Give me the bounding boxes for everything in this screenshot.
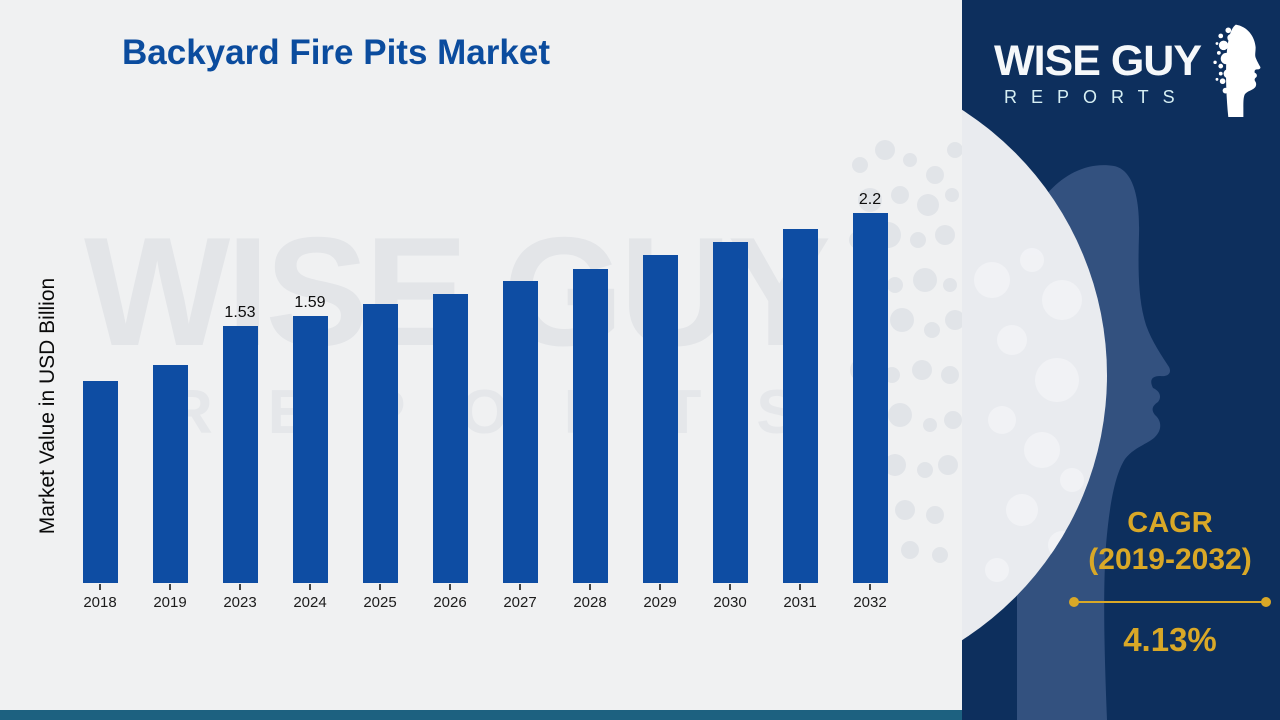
x-axis-tick [449,584,451,590]
y-axis-label: Market Value in USD Billion [36,277,59,535]
logo-wiseguy-text: WISE GUY [994,37,1202,85]
x-axis-tick [869,584,871,590]
x-axis-tick [519,584,521,590]
x-axis-tick [99,584,101,590]
cagr-range: (2019-2032) [1088,543,1252,576]
bar-2028 [572,269,608,583]
brand-panel: WISE GUY REPORTS CAGR (2019-2032) 4.13% [962,0,1280,720]
x-axis-label-2031: 2031 [783,594,817,611]
x-axis-tick [589,584,591,590]
x-axis-label-2026: 2026 [433,594,467,611]
x-axis-tick [169,584,171,590]
cagr-callout: CAGR (2019-2032) 4.13% [1068,505,1272,659]
x-axis-tick [729,584,731,590]
x-axis-label-2023: 2023 [223,594,257,611]
cagr-value: 4.13% [1123,621,1217,658]
x-axis-label-2025: 2025 [363,594,397,611]
logo-reports-text: REPORTS [1004,87,1189,107]
x-axis-tick [239,584,241,590]
bar-2032 [852,213,888,583]
bar-2027 [502,281,538,583]
bar-2018 [82,381,118,583]
x-axis-label-2018: 2018 [83,594,117,611]
bar-value-label-2032: 2.2 [858,191,882,208]
bar-chart: 2018 2019 1.53 2023 1.59 2024 2025 2026 2027 2028… [65,0,905,640]
logo-face-icon [1213,24,1261,118]
bar-2029 [642,255,678,583]
bar-2026 [432,294,468,583]
x-axis-label-2029: 2029 [643,594,677,611]
bar-2031 [782,229,818,583]
bar-2025 [362,304,398,583]
x-axis-tick [309,584,311,590]
bar-2019 [152,365,188,583]
bar-value-label-2024: 1.59 [294,294,326,311]
bar-2024 [292,316,328,583]
x-axis-tick [659,584,661,590]
bar-value-label-2023: 1.53 [224,304,256,321]
x-axis-label-2028: 2028 [573,594,607,611]
bar-2030 [712,242,748,583]
x-axis-tick [379,584,381,590]
x-axis-label-2027: 2027 [503,594,537,611]
wise-guy-reports-logo: WISE GUY REPORTS [962,0,1280,140]
x-axis-tick [799,584,801,590]
x-axis-label-2032: 2032 [853,594,887,611]
watermark-reports-text: REPORTS [168,382,853,444]
footer-strip [0,710,962,720]
x-axis-label-2024: 2024 [293,594,327,611]
x-axis-label-2030: 2030 [713,594,747,611]
x-axis-label-2019: 2019 [153,594,187,611]
cagr-divider-line [1069,597,1271,607]
cagr-label: CAGR [1127,507,1213,539]
bar-2023 [222,326,258,583]
page-title: Backyard Fire Pits Market [122,33,550,72]
